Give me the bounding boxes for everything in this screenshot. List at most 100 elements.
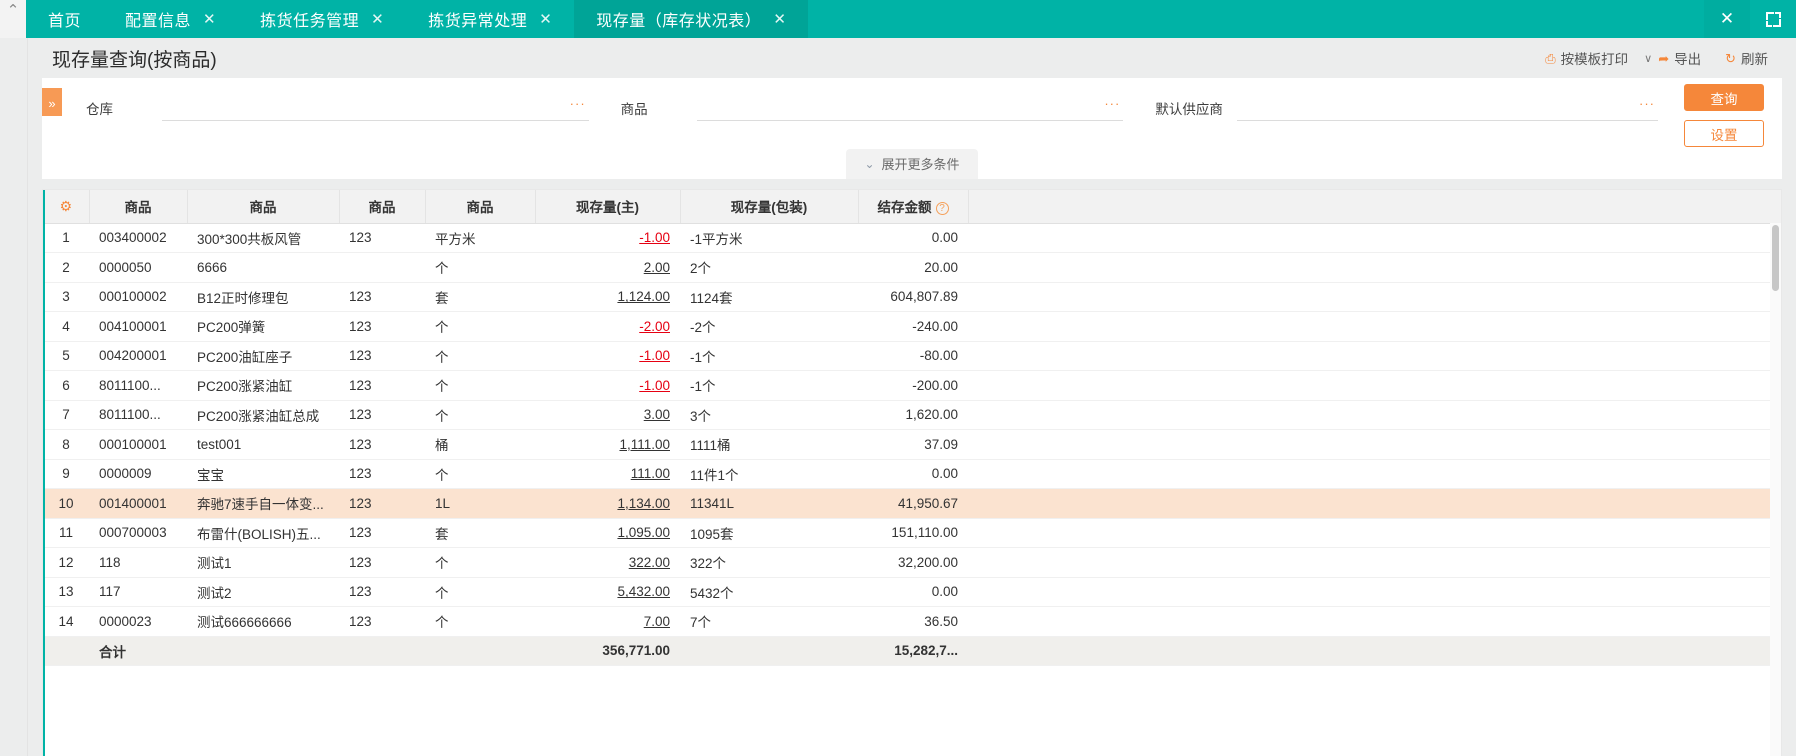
row-qty-main-link[interactable]: 3.00: [643, 407, 670, 423]
filter-expander-button[interactable]: »: [42, 88, 62, 116]
settings-button[interactable]: 设置: [1684, 120, 1764, 147]
row-qty-main[interactable]: 1,111.00: [535, 429, 680, 460]
total-blank-name: [187, 635, 339, 666]
chevron-down-icon[interactable]: ∨: [1644, 52, 1653, 65]
row-qty-main[interactable]: -1.00: [535, 341, 680, 371]
row-qty-main[interactable]: -1.00: [535, 223, 680, 253]
table-row[interactable]: 4 004100001 PC200弹簧 123 个 -2.00 -2个 -240.00: [43, 311, 1781, 342]
gear-icon[interactable]: ⚙: [59, 197, 73, 214]
row-qty-main[interactable]: 1,095.00: [535, 518, 680, 548]
row-qty-main-link[interactable]: -2.00: [639, 318, 670, 334]
tab-close-icon[interactable]: ✕: [371, 10, 385, 28]
row-qty-main-link[interactable]: 1,134.00: [617, 495, 670, 511]
tab-label: 拣货异常处理: [428, 13, 528, 30]
row-qty-main[interactable]: 322.00: [535, 547, 680, 578]
row-qty-main[interactable]: 111.00: [535, 459, 680, 489]
tab-4[interactable]: 现存量（库存状况表） ✕: [574, 0, 809, 38]
table-row[interactable]: 3 000100002 B12正时修理包 123 套 1,124.00 1124套 604,8…: [43, 282, 1781, 312]
row-qty-main[interactable]: -2.00: [535, 311, 680, 342]
row-qty-main[interactable]: 3.00: [535, 400, 680, 430]
table-row[interactable]: 6 8011100... PC200涨紧油缸 123 个 -1.00 -1个 -200.00: [43, 370, 1781, 401]
product-picker-icon[interactable]: ···: [1104, 96, 1121, 111]
col-header-qty-main[interactable]: 现存量(主): [535, 190, 681, 224]
row-qty-main-link[interactable]: 1,124.00: [617, 289, 670, 305]
col-header-product-spec[interactable]: 商品: [339, 190, 426, 224]
row-qty-main-link[interactable]: 111.00: [630, 466, 670, 482]
table-vertical-scrollbar[interactable]: [1770, 223, 1781, 756]
row-index: 1: [43, 223, 89, 253]
default-supplier-input[interactable]: [1236, 99, 1659, 115]
table-row[interactable]: 14 0000023 测试666666666 123 个 7.00 7个 36.50: [43, 606, 1781, 637]
row-qty-main-link[interactable]: 7.00: [643, 613, 670, 629]
close-icon[interactable]: ✕: [1704, 0, 1750, 38]
table-row[interactable]: 8 000100001 test001 123 桶 1,111.00 1111桶 37.09: [43, 429, 1781, 460]
row-qty-main[interactable]: 2.00: [535, 252, 680, 283]
help-icon[interactable]: ?: [935, 202, 949, 216]
tab-1[interactable]: 配置信息 ✕: [103, 0, 238, 38]
row-qty-main-link[interactable]: 5,432.00: [617, 584, 670, 600]
tab-close-icon[interactable]: ✕: [203, 10, 217, 28]
table-row[interactable]: 12 118 测试1 123 个 322.00 322个 32,200.00: [43, 547, 1781, 578]
row-qty-main-link[interactable]: 1,111.00: [619, 436, 670, 452]
tab-label: 配置信息: [125, 13, 192, 30]
row-filler: [968, 518, 1781, 548]
row-product-name: PC200弹簧: [187, 311, 339, 342]
table-row[interactable]: 2 0000050 6666 个 2.00 2个 20.00: [43, 252, 1781, 283]
expand-more-conditions-button[interactable]: ⌄ 展开更多条件: [846, 149, 978, 179]
table-left-accent: [43, 190, 45, 756]
default-supplier-picker-icon[interactable]: ···: [1639, 96, 1656, 111]
row-index: 7: [43, 400, 89, 430]
row-qty-main[interactable]: 5,432.00: [535, 577, 680, 607]
row-qty-main-link[interactable]: 322.00: [628, 554, 670, 570]
col-header-qty-package[interactable]: 现存量(包装): [680, 190, 859, 224]
col-header-balance-amount[interactable]: 结存金额?: [858, 190, 969, 224]
table-row[interactable]: 11 000700003 布雷什(BOLISH)五... 123 套 1,095.00 10…: [43, 518, 1781, 548]
row-qty-package: -2个: [680, 311, 858, 342]
print-template-button[interactable]: ⎙ 按模板打印: [1539, 45, 1634, 71]
left-rail: [0, 38, 28, 756]
row-index: 10: [43, 488, 89, 519]
row-product-code: 8011100...: [89, 400, 187, 430]
row-qty-main-link[interactable]: 2.00: [643, 259, 670, 275]
tab-3[interactable]: 拣货异常处理 ✕: [406, 0, 574, 38]
refresh-button[interactable]: ↻ 刷新: [1719, 45, 1774, 71]
table-row[interactable]: 9 0000009 宝宝 123 个 111.00 11件1个 0.00: [43, 459, 1781, 489]
sidebar-collapse-icon[interactable]: ⌃: [0, 0, 26, 38]
table-row[interactable]: 13 117 测试2 123 个 5,432.00 5432个 0.00: [43, 577, 1781, 607]
row-product-code: 004100001: [89, 311, 187, 342]
tab-close-icon[interactable]: ✕: [773, 10, 787, 28]
col-header-product-name[interactable]: 商品: [187, 190, 340, 224]
row-qty-main[interactable]: 1,134.00: [535, 488, 680, 519]
row-qty-main-link[interactable]: 1,095.00: [617, 525, 670, 541]
query-button[interactable]: 查询: [1684, 84, 1764, 111]
table-row[interactable]: 10 001400001 奔驰7速手自一体变... 123 1L 1,134.00 1134…: [43, 488, 1781, 519]
row-qty-main[interactable]: -1.00: [535, 370, 680, 401]
col-header-product-code[interactable]: 商品: [89, 190, 188, 224]
row-balance-amount: 36.50: [858, 606, 968, 637]
table-row[interactable]: 7 8011100... PC200涨紧油缸总成 123 个 3.00 3个 1,620.00: [43, 400, 1781, 430]
row-qty-main[interactable]: 1,124.00: [535, 282, 680, 312]
row-index: 4: [43, 311, 89, 342]
row-qty-main-link[interactable]: -1.00: [639, 348, 670, 364]
tab-0[interactable]: 首页: [26, 0, 103, 38]
row-product-spec: [339, 252, 425, 283]
col-header-product-unit[interactable]: 商品: [425, 190, 536, 224]
table-row[interactable]: 5 004200001 PC200油缸座子 123 个 -1.00 -1个 -80.00: [43, 341, 1781, 371]
warehouse-input[interactable]: [162, 99, 589, 115]
table-row[interactable]: 1 003400002 300*300共板风管 123 平方米 -1.00 -1平方米 0.0…: [43, 223, 1781, 253]
tab-close-icon[interactable]: ✕: [539, 10, 553, 28]
row-product-spec: 123: [339, 282, 425, 312]
maximize-icon[interactable]: [1750, 0, 1796, 38]
tab-label: 首页: [48, 13, 82, 30]
scrollbar-thumb[interactable]: [1772, 225, 1779, 291]
row-product-spec: 123: [339, 341, 425, 371]
row-product-unit: 个: [425, 341, 535, 371]
tab-2[interactable]: 拣货任务管理 ✕: [238, 0, 406, 38]
export-button[interactable]: ➦ 导出: [1652, 45, 1707, 71]
row-qty-main[interactable]: 7.00: [535, 606, 680, 637]
row-qty-main-link[interactable]: -1.00: [639, 230, 670, 246]
row-qty-main-link[interactable]: -1.00: [639, 377, 670, 393]
column-settings-header[interactable]: ⚙: [43, 190, 90, 224]
warehouse-picker-icon[interactable]: ···: [569, 96, 586, 111]
product-input[interactable]: [696, 99, 1124, 115]
